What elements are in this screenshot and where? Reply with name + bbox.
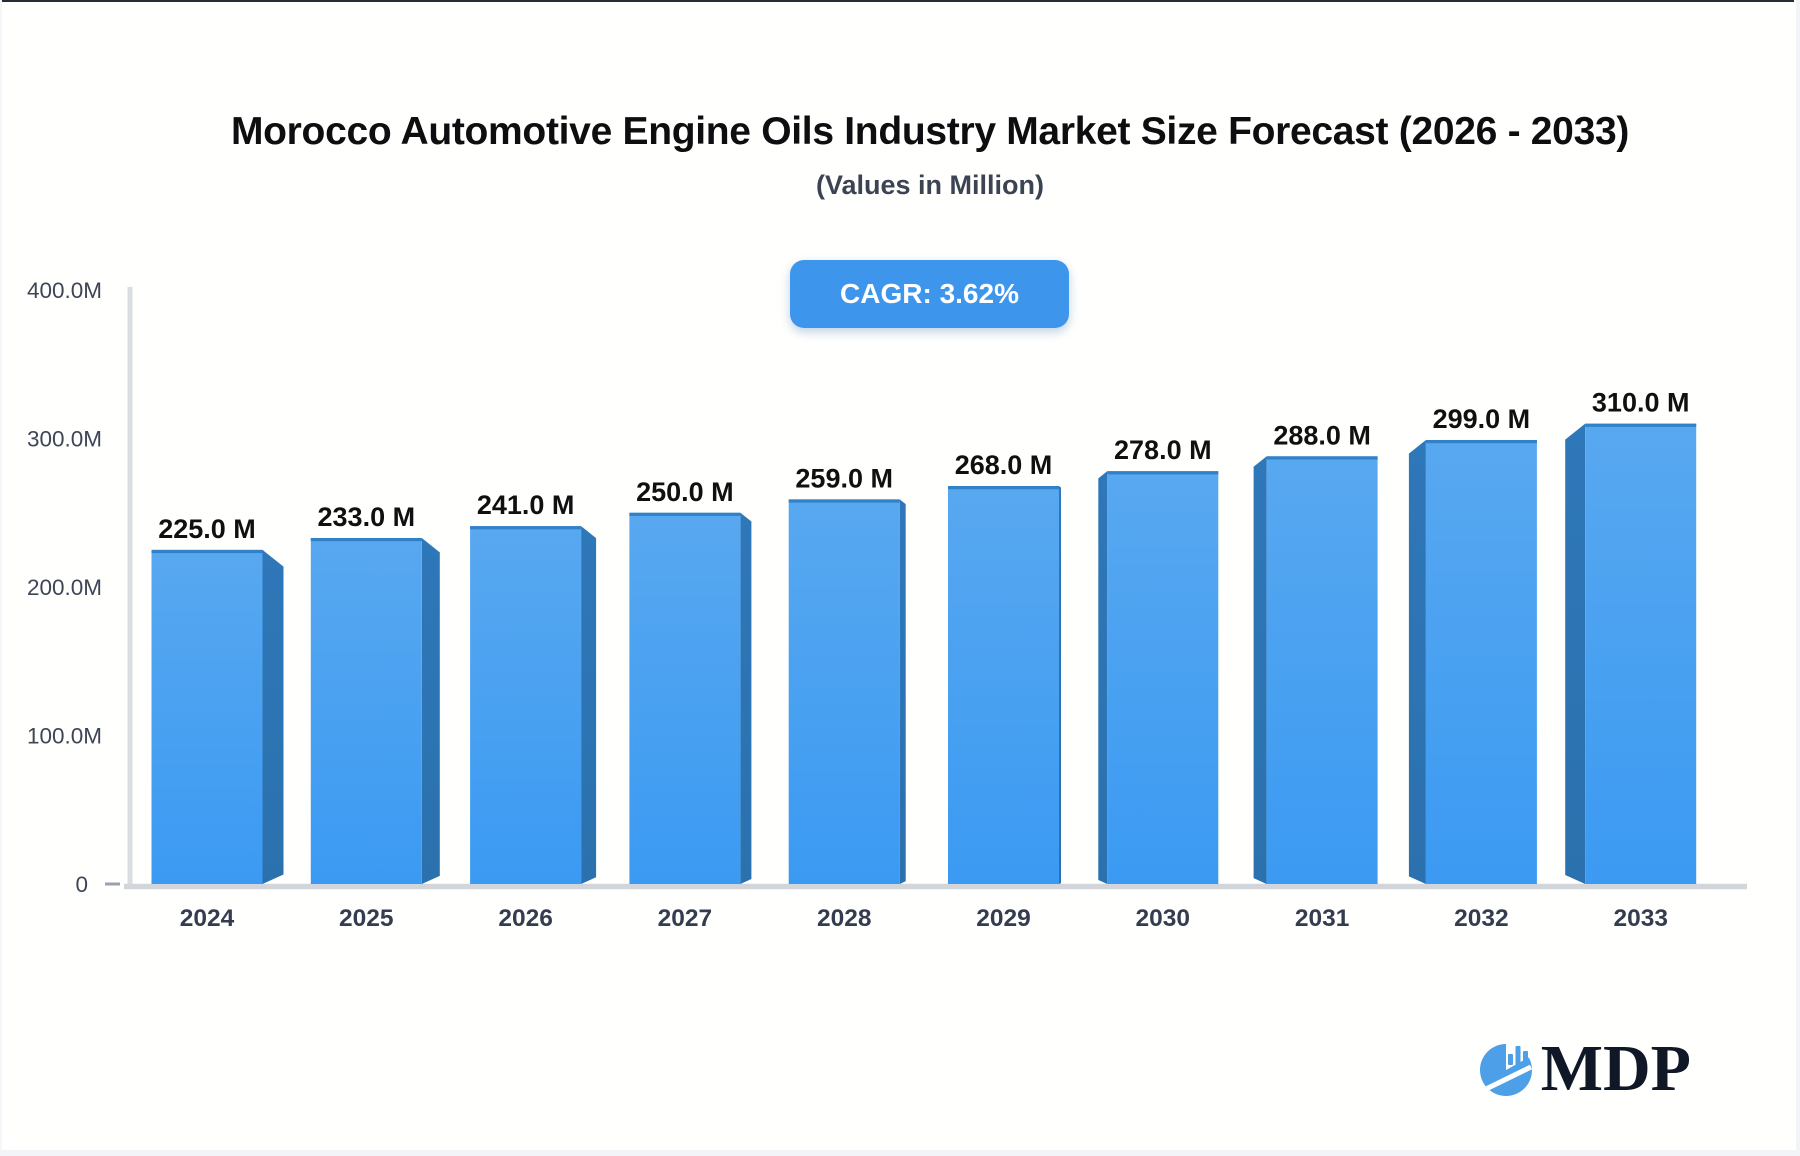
bar <box>788 499 900 884</box>
bar-top-edge <box>470 526 582 530</box>
bar <box>1425 439 1537 884</box>
x-tick-label: 2033 <box>1613 905 1668 932</box>
chart-title: Morocco Automotive Engine Oils Industry … <box>230 110 1630 153</box>
bar-side-face <box>1565 423 1586 884</box>
bar <box>1266 456 1378 884</box>
bar-side-face <box>262 549 284 884</box>
cagr-badge: CAGR: 3.62% <box>790 260 1069 328</box>
bar-value-label: 278.0 M <box>1114 435 1212 465</box>
mdp-logo-text: MDP <box>1540 1032 1691 1105</box>
top-border-line <box>2 0 1794 2</box>
x-tick-label: 2026 <box>498 905 553 932</box>
bar <box>1107 471 1219 884</box>
bar-top-edge <box>629 512 741 516</box>
bar-top-edge <box>1266 456 1378 460</box>
bar-top-edge <box>1585 423 1697 427</box>
bar-top-edge <box>310 537 422 542</box>
bar-value-label: 250.0 M <box>636 477 734 507</box>
bar-top-edge <box>788 499 900 503</box>
bar-side-face <box>581 526 597 884</box>
bar-top-edge <box>1107 471 1219 475</box>
bar-value-label: 225.0 M <box>158 514 256 544</box>
x-tick-label: 2030 <box>1136 905 1191 932</box>
x-tick-label: 2029 <box>976 905 1031 932</box>
mdp-logo: MDP <box>1479 1036 1691 1102</box>
bar-value-label: 268.0 M <box>955 450 1053 480</box>
bar-value-label: 288.0 M <box>1273 420 1371 450</box>
bar-value-label: 259.0 M <box>795 463 893 493</box>
bar-side-face <box>421 537 440 884</box>
bar <box>629 512 741 884</box>
y-tick-label: 0 <box>75 872 88 897</box>
chart-subtitle: (Values in Million) <box>815 170 1045 200</box>
bar <box>470 526 582 884</box>
x-tick-label: 2031 <box>1295 905 1350 932</box>
bar-side-face <box>1253 456 1267 884</box>
bar-top-edge <box>1425 439 1537 444</box>
y-tick-label: 200.0M <box>27 575 102 600</box>
x-tick-label: 2032 <box>1454 905 1509 932</box>
x-tick-label: 2027 <box>658 905 713 932</box>
bar-side-face <box>1098 471 1108 884</box>
bar-side-face <box>740 512 752 884</box>
bar-side-face <box>899 499 906 884</box>
pie-chart-icon <box>1479 1041 1535 1096</box>
x-tick-label: 2024 <box>180 905 235 932</box>
bar-side-face <box>1059 486 1061 884</box>
x-tick-label: 2028 <box>817 905 872 932</box>
bar-value-label: 233.0 M <box>318 502 416 532</box>
y-tick-label: 400.0M <box>27 278 102 303</box>
x-tick-label: 2025 <box>339 905 394 932</box>
bar-side-face <box>1408 439 1426 884</box>
bar-top-edge <box>948 486 1059 490</box>
bar <box>310 537 422 884</box>
bar-value-label: 241.0 M <box>477 490 575 520</box>
bar-top-edge <box>151 549 263 554</box>
bar <box>1585 423 1697 884</box>
bar <box>948 486 1059 884</box>
bar <box>151 549 263 884</box>
bar-value-label: 299.0 M <box>1433 404 1531 434</box>
y-tick-label: 300.0M <box>27 427 102 452</box>
y-tick-label: 100.0M <box>27 724 102 749</box>
bar-value-label: 310.0 M <box>1592 388 1690 418</box>
